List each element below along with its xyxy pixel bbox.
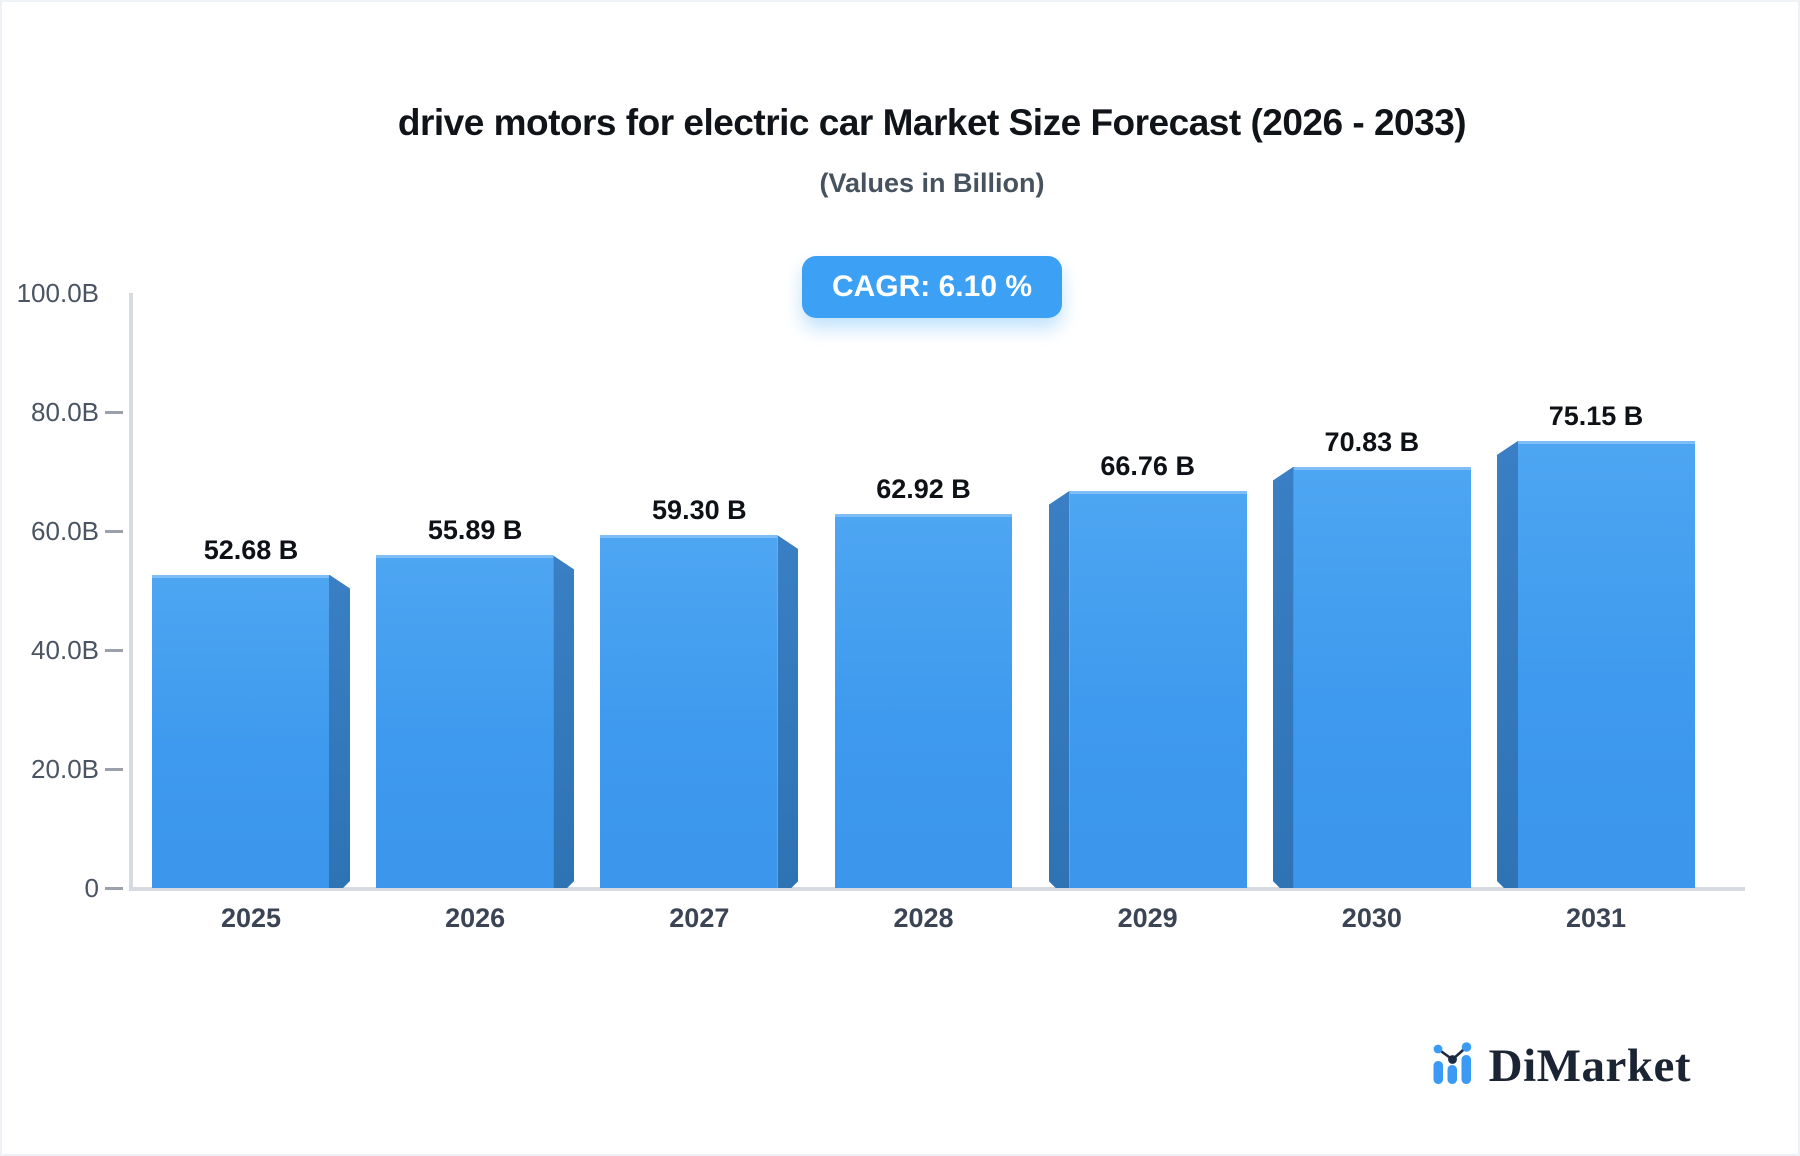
bar-group-2025: 52.68 B bbox=[152, 535, 350, 888]
y-tick-dash-40.0B bbox=[105, 648, 123, 652]
bar-side-2031 bbox=[1497, 441, 1518, 888]
bar-2028[interactable] bbox=[835, 513, 1012, 888]
chart-subtitle: (Values in Billion) bbox=[819, 168, 1045, 198]
bar-group-2028: 62.92 B bbox=[825, 474, 1023, 888]
bar-value-2027: 59.30 B bbox=[652, 495, 747, 526]
y-tick-label-80.0B: 80.0B bbox=[31, 397, 99, 427]
x-label-2031: 2031 bbox=[1565, 903, 1627, 933]
x-label-2025: 2025 bbox=[220, 903, 282, 933]
x-label-2026: 2026 bbox=[445, 903, 506, 933]
mini-bar-line-chart-icon bbox=[1433, 1042, 1471, 1084]
x-axis-line bbox=[129, 887, 1745, 891]
brand-logo[interactable]: DiMarket bbox=[1433, 1042, 1691, 1090]
bar-2030[interactable] bbox=[1293, 466, 1471, 888]
bar-value-2028: 62.92 B bbox=[876, 473, 971, 504]
bar-side-2029 bbox=[1049, 491, 1070, 888]
y-tick-label-100.0B: 100.0B bbox=[16, 278, 99, 308]
y-tick-dash-80.0B bbox=[105, 410, 123, 414]
x-label-2029: 2029 bbox=[1117, 903, 1178, 933]
y-tick-dash-20.0B bbox=[105, 767, 123, 771]
bar-side-2030 bbox=[1273, 467, 1294, 888]
x-label-2030: 2030 bbox=[1341, 903, 1402, 933]
bar-2025[interactable] bbox=[152, 574, 329, 888]
x-label-2028: 2028 bbox=[893, 903, 954, 933]
y-tick-label-20.0B: 20.0B bbox=[31, 754, 99, 784]
bar-side-2026 bbox=[553, 555, 574, 888]
bar-group-2026: 55.89 B bbox=[376, 515, 574, 888]
bar-2029[interactable] bbox=[1069, 490, 1247, 888]
bar-group-2030: 70.83 B bbox=[1273, 427, 1471, 888]
bar-side-2025 bbox=[329, 575, 350, 888]
bar-2027[interactable] bbox=[600, 535, 778, 888]
bar-2031[interactable] bbox=[1518, 440, 1696, 888]
bar-value-2031: 75.15 B bbox=[1548, 400, 1644, 431]
y-tick-label-40.0B: 40.0B bbox=[31, 635, 99, 665]
x-label-2027: 2027 bbox=[669, 903, 730, 933]
bar-value-2030: 70.83 B bbox=[1324, 426, 1420, 457]
y-tick-dash-0 bbox=[105, 886, 123, 890]
bar-value-2025: 52.68 B bbox=[203, 534, 299, 565]
y-axis-line bbox=[129, 293, 133, 891]
cagr-badge-row: CAGR: 6.10 % bbox=[2, 256, 1798, 318]
bar-group-2027: 59.30 B bbox=[600, 495, 798, 888]
bar-group-2031: 75.15 B bbox=[1497, 401, 1696, 888]
y-tick-label-60.0B: 60.0B bbox=[31, 516, 99, 546]
y-tick-dash-60.0B bbox=[105, 529, 123, 533]
brand-logo-text: DiMarket bbox=[1488, 1040, 1691, 1092]
cagr-badge: CAGR: 6.10 % bbox=[801, 256, 1063, 318]
bar-side-2027 bbox=[777, 535, 798, 888]
bar-2026[interactable] bbox=[376, 555, 554, 888]
y-tick-label-0: 0 bbox=[84, 873, 99, 903]
bar-value-2029: 66.76 B bbox=[1100, 450, 1195, 481]
bar-group-2029: 66.76 B bbox=[1049, 451, 1247, 888]
chart-title: drive motors for electric car Market Siz… bbox=[397, 102, 1467, 143]
bar-value-2026: 55.89 B bbox=[427, 515, 523, 546]
